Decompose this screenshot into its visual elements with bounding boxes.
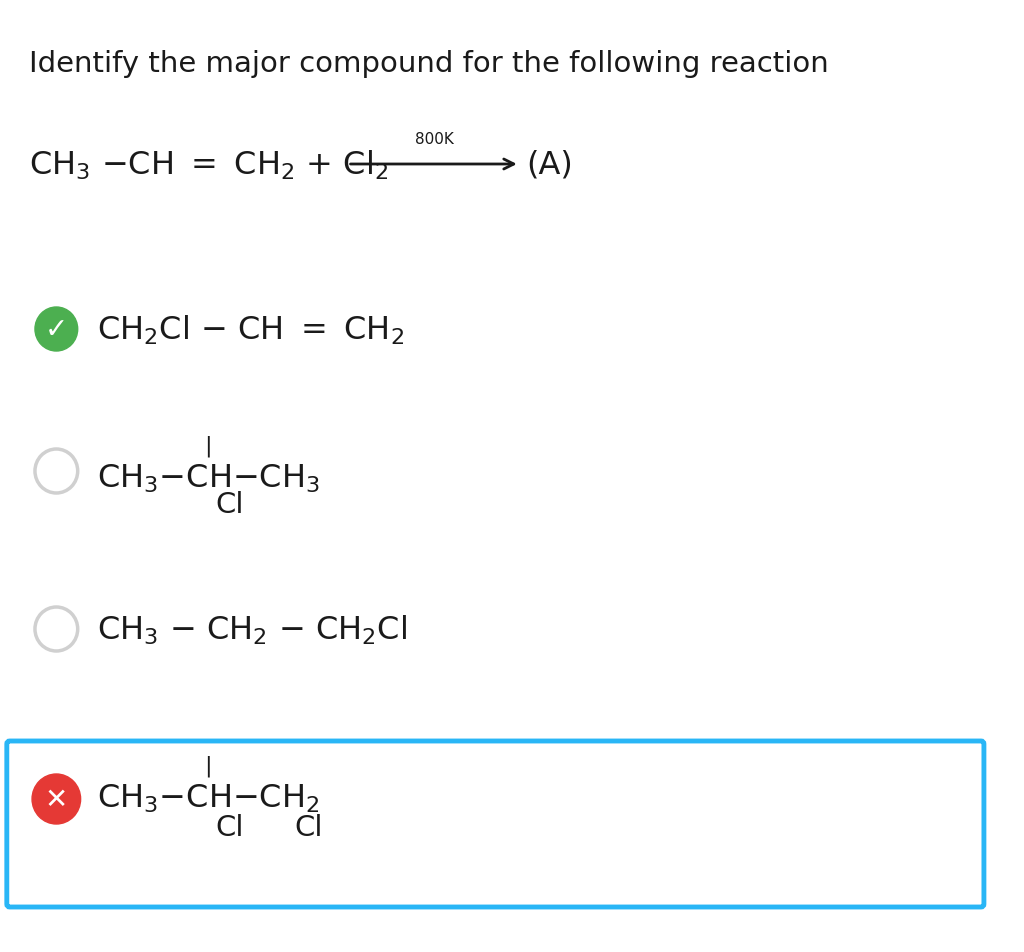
Text: CH$_3$ $-$ CH$_2$ $-$ CH$_2$Cl: CH$_3$ $-$ CH$_2$ $-$ CH$_2$Cl [97,613,408,646]
Circle shape [32,774,81,824]
Text: 800K: 800K [415,132,454,147]
Text: ✕: ✕ [45,785,68,813]
Text: CH$_3$$-$$\overset{|}{\rm CH}$$-$CH$_2$: CH$_3$$-$$\overset{|}{\rm CH}$$-$CH$_2$ [97,754,319,815]
Text: CH$_3$ $-$CH $=$ CH$_2$ $+$ Cl$_2$: CH$_3$ $-$CH $=$ CH$_2$ $+$ Cl$_2$ [29,149,388,182]
Text: Identify the major compound for the following reaction: Identify the major compound for the foll… [29,50,828,78]
FancyBboxPatch shape [7,742,984,907]
Text: (A): (A) [526,149,573,180]
Text: ✓: ✓ [45,316,68,344]
Text: Cl: Cl [215,490,244,519]
Text: Cl: Cl [295,813,324,842]
Text: CH$_2$Cl $-$ CH $=$ CH$_2$: CH$_2$Cl $-$ CH $=$ CH$_2$ [97,313,404,347]
Circle shape [35,307,78,351]
Text: Cl: Cl [215,813,244,842]
Text: CH$_3$$-$$\overset{|}{\rm CH}$$-$CH$_3$: CH$_3$$-$$\overset{|}{\rm CH}$$-$CH$_3$ [97,434,321,495]
